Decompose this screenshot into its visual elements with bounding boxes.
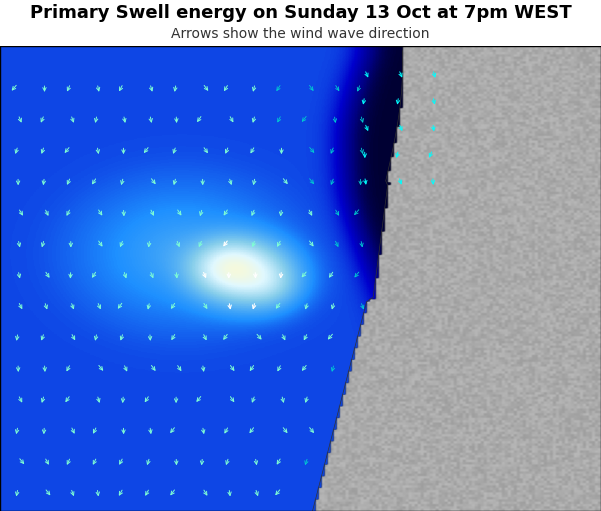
Text: Primary Swell energy on Sunday 13 Oct at 7pm WEST: Primary Swell energy on Sunday 13 Oct at… — [29, 4, 572, 22]
Text: Arrows show the wind wave direction: Arrows show the wind wave direction — [171, 28, 430, 41]
